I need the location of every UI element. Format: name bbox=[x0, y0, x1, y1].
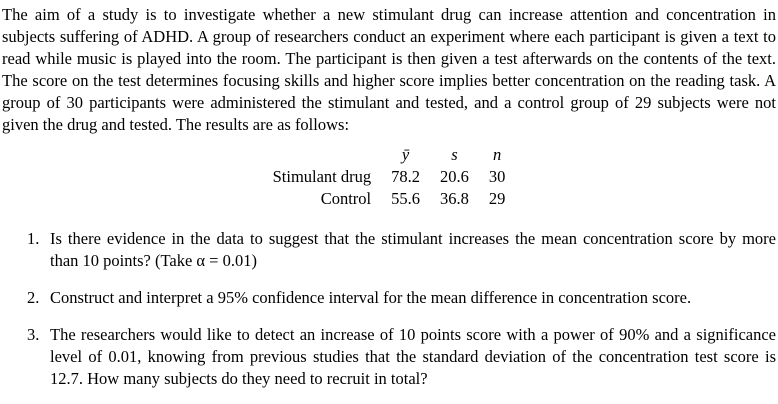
cell-sd: 36.8 bbox=[440, 189, 469, 208]
question-number: 3. bbox=[27, 325, 40, 344]
intro-paragraph: The aim of a study is to investigate whe… bbox=[2, 5, 776, 134]
question-text: Construct and interpret a 95% confidence… bbox=[50, 288, 692, 307]
row-label: Stimulant drug bbox=[272, 167, 372, 186]
table-row-control: Control 55.6 36.8 29 bbox=[263, 188, 516, 210]
results-table: ȳ s n Stimulant drug 78.2 20.6 30 Contro… bbox=[263, 144, 516, 210]
cell-n: 29 bbox=[488, 189, 506, 208]
document-page: The aim of a study is to investigate whe… bbox=[2, 5, 776, 390]
column-header-ybar: ȳ bbox=[401, 145, 410, 164]
question-item-3: 3. The researchers would like to detect … bbox=[2, 324, 776, 390]
question-number: 2. bbox=[27, 288, 40, 307]
row-label: Control bbox=[320, 189, 372, 208]
column-header-empty bbox=[263, 144, 382, 166]
table-header-row: ȳ s n bbox=[263, 144, 516, 166]
cell-n: 30 bbox=[488, 167, 506, 186]
cell-mean: 78.2 bbox=[391, 167, 421, 186]
question-item-1: 1. Is there evidence in the data to sugg… bbox=[2, 228, 776, 272]
cell-mean: 55.6 bbox=[391, 189, 421, 208]
column-header-n: n bbox=[493, 145, 502, 164]
question-text: The researchers would like to detect an … bbox=[50, 325, 776, 388]
question-number: 1. bbox=[27, 229, 40, 248]
table-row-stimulant: Stimulant drug 78.2 20.6 30 bbox=[263, 166, 516, 188]
question-text: Is there evidence in the data to suggest… bbox=[50, 229, 776, 270]
column-header-s: s bbox=[451, 145, 458, 164]
question-item-2: 2. Construct and interpret a 95% confide… bbox=[2, 287, 776, 309]
questions-list: 1. Is there evidence in the data to sugg… bbox=[2, 228, 776, 390]
cell-sd: 20.6 bbox=[440, 167, 469, 186]
